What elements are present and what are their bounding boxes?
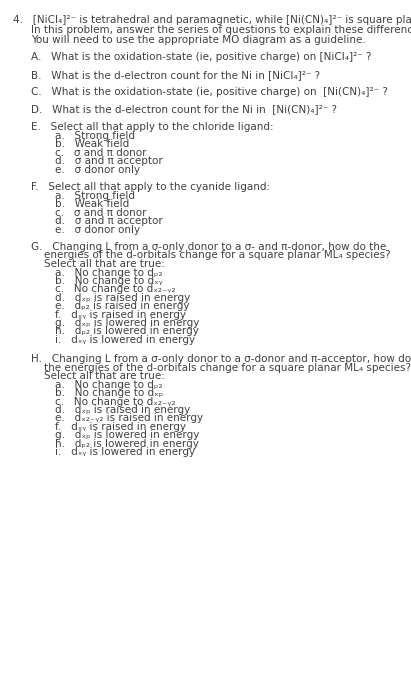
Text: Select all that are true:: Select all that are true: [44,371,165,381]
Text: e.   σ donor only: e. σ donor only [55,164,140,174]
Text: C.   What is the oxidation-state (ie, positive charge) on  [Ni(CN)₄]²⁻ ?: C. What is the oxidation-state (ie, posi… [31,87,388,97]
Text: g.   dₓₚ is lowered in energy: g. dₓₚ is lowered in energy [55,318,199,328]
Text: d.   σ and π acceptor: d. σ and π acceptor [55,216,162,226]
Text: H.   Changing L from a σ-only donor to a σ-donor and π-acceptor, how do: H. Changing L from a σ-only donor to a σ… [31,354,411,364]
Text: the energies of the d-orbitals change for a square planar ML₄ species?: the energies of the d-orbitals change fo… [44,363,411,372]
Text: d.   dₓₚ is raised in energy: d. dₓₚ is raised in energy [55,405,190,415]
Text: B.   What is the d-electron count for the Ni in [NiCl₄]²⁻ ?: B. What is the d-electron count for the … [31,70,320,80]
Text: c.   No change to dₓ₂₋ᵧ₂: c. No change to dₓ₂₋ᵧ₂ [55,284,175,295]
Text: c.   σ and π donor: c. σ and π donor [55,208,146,218]
Text: e.   dₚ₂ is raised in energy: e. dₚ₂ is raised in energy [55,301,189,312]
Text: energies of the d-orbitals change for a square planar ML₄ species?: energies of the d-orbitals change for a … [44,251,391,260]
Text: e.   dₓ₂₋ᵧ₂ is raised in energy: e. dₓ₂₋ᵧ₂ is raised in energy [55,414,203,424]
Text: g.   dₓₚ is lowered in energy: g. dₓₚ is lowered in energy [55,430,199,440]
Text: D.   What is the d-electron count for the Ni in  [Ni(CN)₄]²⁻ ?: D. What is the d-electron count for the … [31,104,337,115]
Text: You will need to use the appropriate MO diagram as a guideline.: You will need to use the appropriate MO … [31,35,366,45]
Text: b.   Weak field: b. Weak field [55,199,129,209]
Text: h.   dₚ₂ is lowered in energy: h. dₚ₂ is lowered in energy [55,438,199,449]
Text: d.   σ and π acceptor: d. σ and π acceptor [55,156,162,166]
Text: i.   dₓᵧ is lowered in energy: i. dₓᵧ is lowered in energy [55,335,195,344]
Text: a.   No change to dₚ₂: a. No change to dₚ₂ [55,267,162,278]
Text: 4.   [NiCl₄]²⁻ is tetrahedral and paramagnetic, while [Ni(CN)₄]²⁻ is square plan: 4. [NiCl₄]²⁻ is tetrahedral and paramagn… [13,15,411,25]
Text: d.   dₓₚ is raised in energy: d. dₓₚ is raised in energy [55,293,190,303]
Text: h.   dₚ₂ is lowered in energy: h. dₚ₂ is lowered in energy [55,326,199,336]
Text: c.   σ and π donor: c. σ and π donor [55,148,146,158]
Text: a.   Strong field: a. Strong field [55,131,134,141]
Text: a.   No change to dₚ₂: a. No change to dₚ₂ [55,380,162,390]
Text: i.   dₓᵧ is lowered in energy: i. dₓᵧ is lowered in energy [55,447,195,457]
Text: c.   No change to dₓ₂₋ᵧ₂: c. No change to dₓ₂₋ᵧ₂ [55,397,175,407]
Text: A.   What is the oxidation-state (ie, positive charge) on [NiCl₄]²⁻ ?: A. What is the oxidation-state (ie, posi… [31,52,372,62]
Text: In this problem, answer the series of questions to explain these difference.: In this problem, answer the series of qu… [31,25,411,35]
Text: b.   Weak field: b. Weak field [55,139,129,149]
Text: a.   Strong field: a. Strong field [55,191,134,201]
Text: G.   Changing L from a σ-only donor to a σ- and π-donor, how do the: G. Changing L from a σ-only donor to a σ… [31,242,386,252]
Text: b.   No change to dₓᵧ: b. No change to dₓᵧ [55,276,162,286]
Text: F.   Select all that apply to the cyanide ligand:: F. Select all that apply to the cyanide … [31,182,270,192]
Text: f.   dₓᵧ is raised in energy: f. dₓᵧ is raised in energy [55,422,185,432]
Text: e.   σ donor only: e. σ donor only [55,225,140,235]
Text: f.   dₓᵧ is raised in energy: f. dₓᵧ is raised in energy [55,309,185,320]
Text: Select all that are true:: Select all that are true: [44,259,165,269]
Text: E.   Select all that apply to the chloride ligand:: E. Select all that apply to the chloride… [31,122,274,132]
Text: b.   No change to dₓₚ: b. No change to dₓₚ [55,389,163,398]
